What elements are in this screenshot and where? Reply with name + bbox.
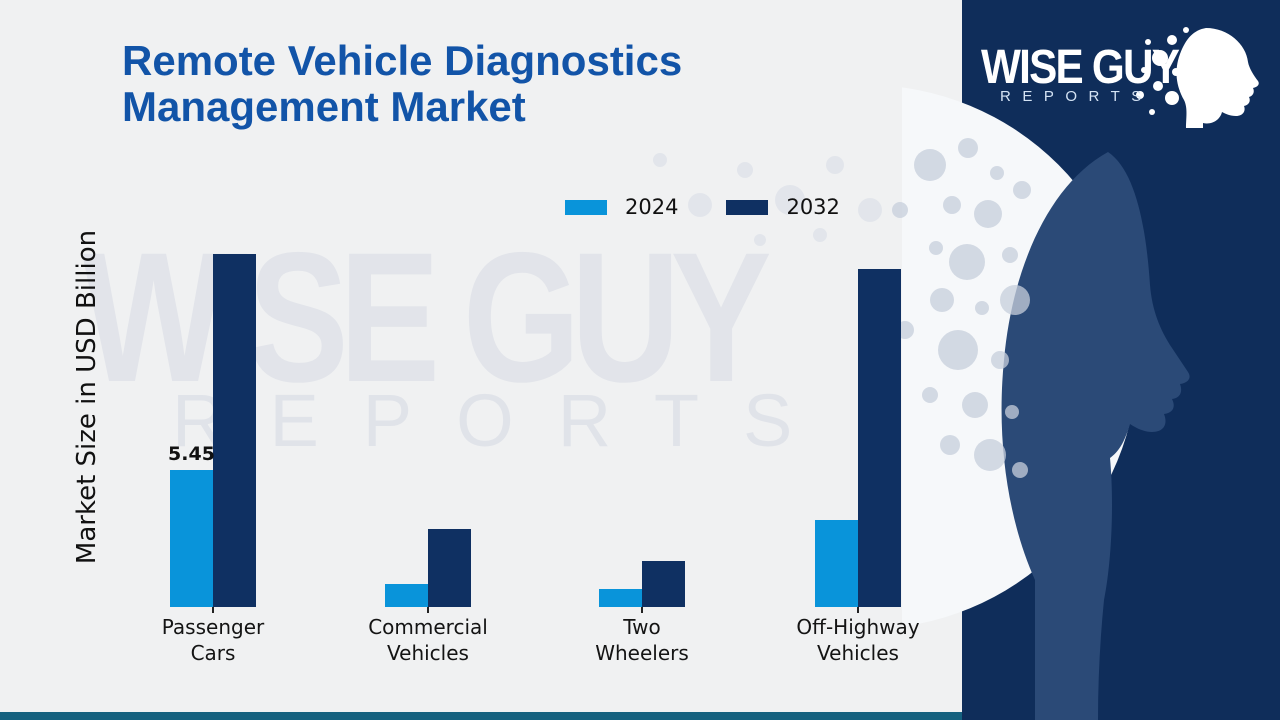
- legend-label-2024: 2024: [625, 195, 679, 219]
- x-axis-tick-off-highway-vehicles: [857, 607, 859, 613]
- category-label-commercial-vehicles: Commercial Vehicles: [368, 615, 488, 665]
- watermark-reports: REPORTS: [172, 379, 837, 462]
- watermark-wiseguy: WISE GUY: [82, 215, 772, 421]
- bottom-accent-bar: [0, 712, 962, 720]
- bar-2024-commercial-vehicles: [385, 584, 428, 607]
- bar-2032-commercial-vehicles: [428, 529, 471, 607]
- bar-2032-two-wheelers: [642, 561, 685, 607]
- legend-item-2032: 2032: [726, 195, 840, 219]
- chart-legend: 2024 2032: [565, 195, 840, 219]
- y-axis-label: Market Size in USD Billion: [72, 229, 102, 565]
- face-profile-silhouette: [1001, 152, 1190, 720]
- x-axis-tick-passenger-cars: [212, 607, 214, 613]
- legend-item-2024: 2024: [565, 195, 678, 219]
- bar-2024-two-wheelers: [599, 589, 642, 607]
- category-label-passenger-cars: Passenger Cars: [161, 615, 265, 665]
- brand-wordmark-sub: REPORTS: [1000, 88, 1153, 105]
- bar-2024-passenger-cars: [170, 470, 213, 607]
- brand-wordmark: WISE GUY: [981, 41, 1180, 94]
- bar-2032-off-highway-vehicles: [858, 269, 901, 607]
- bar-2024-off-highway-vehicles: [815, 520, 858, 607]
- brand-panel-background: [962, 0, 1280, 720]
- category-label-two-wheelers: Two Wheelers: [595, 615, 689, 665]
- x-axis-tick-two-wheelers: [641, 607, 643, 613]
- x-axis-tick-commercial-vehicles: [427, 607, 429, 613]
- brain-dots-gray: [892, 138, 1031, 478]
- legend-swatch-2024: [565, 199, 607, 215]
- legend-swatch-2032: [726, 199, 769, 215]
- legend-label-2032: 2032: [786, 195, 840, 219]
- category-label-off-highway-vehicles: Off-Highway Vehicles: [796, 615, 920, 665]
- page-title: Remote Vehicle Diagnostics Management Ma…: [122, 37, 683, 130]
